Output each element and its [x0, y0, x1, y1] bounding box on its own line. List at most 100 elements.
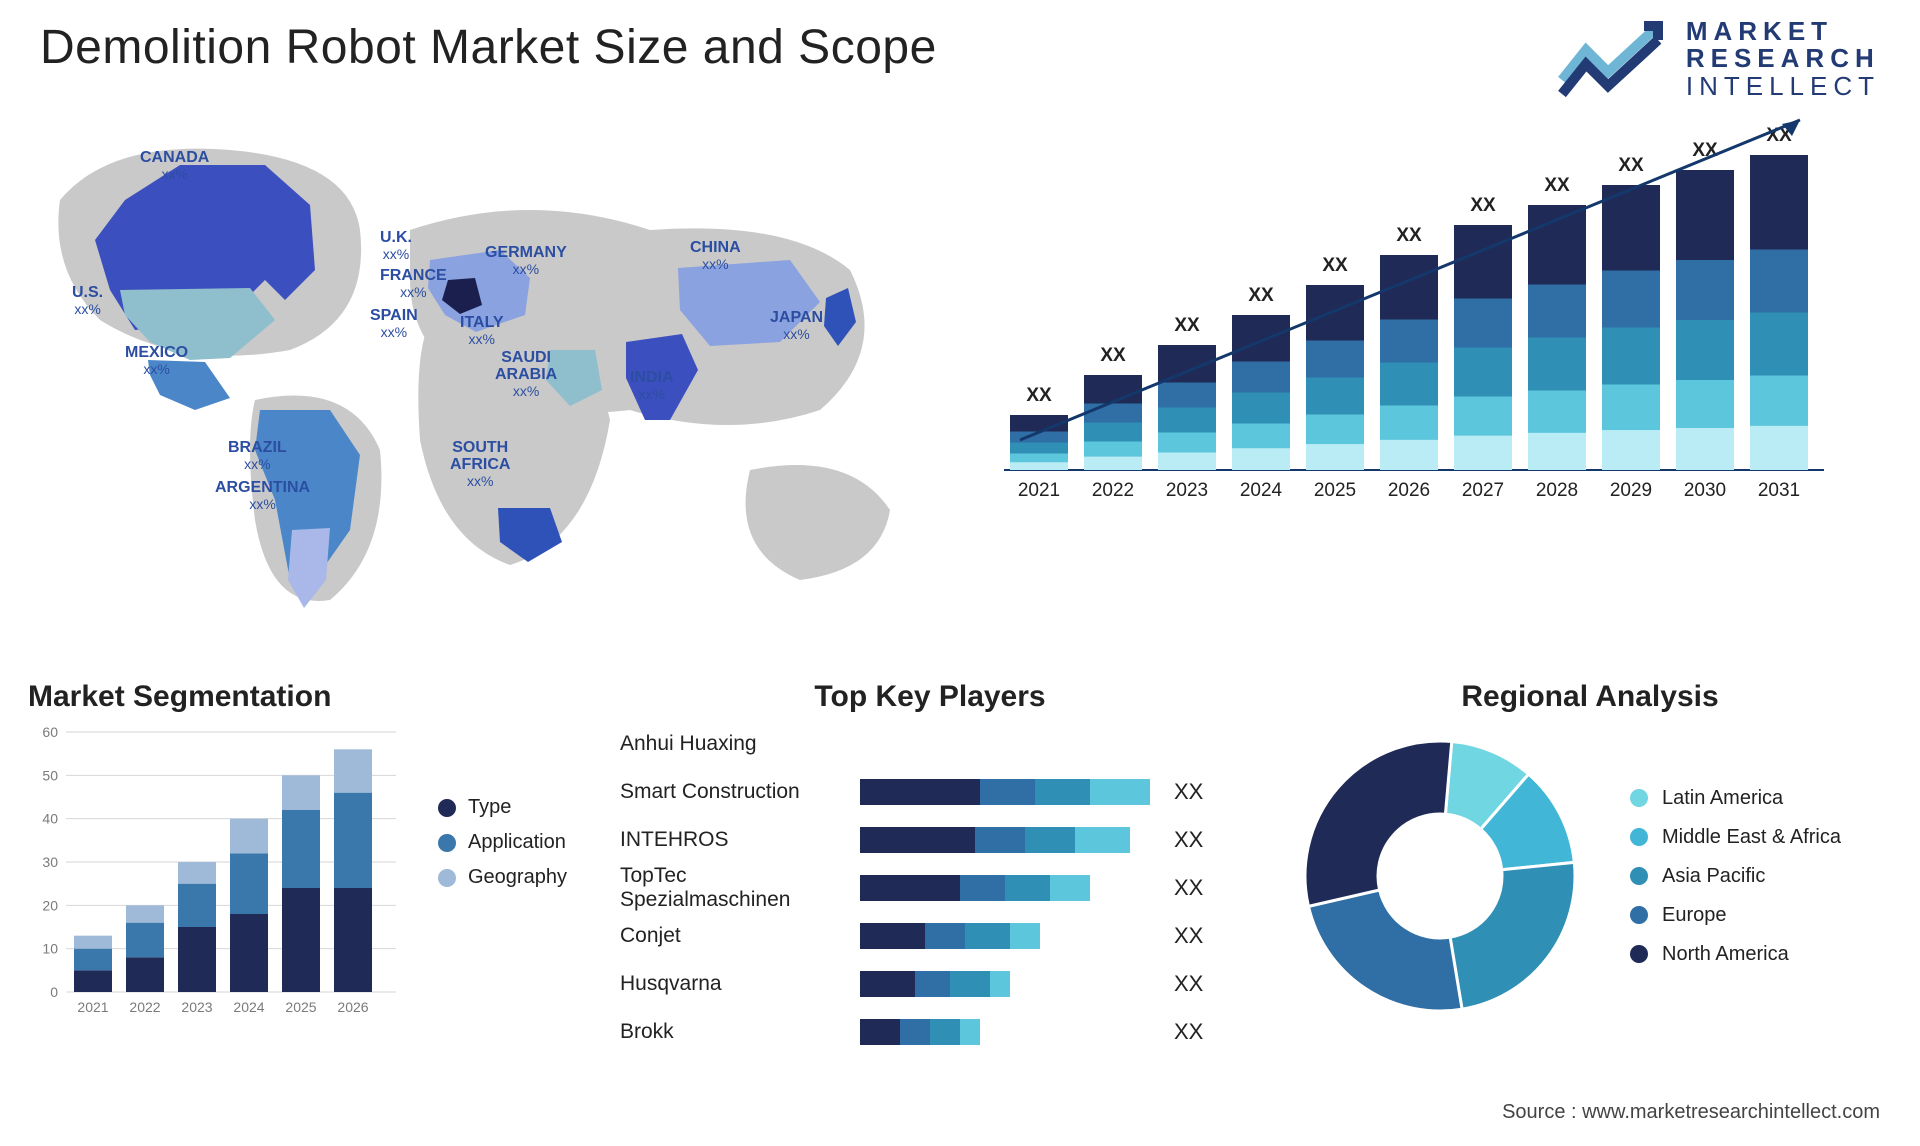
- svg-text:2022: 2022: [129, 999, 160, 1015]
- map-label-mexico: MEXICOxx%: [125, 345, 188, 376]
- player-value: XX: [1174, 923, 1203, 949]
- svg-text:XX: XX: [1026, 385, 1052, 406]
- player-bar: [860, 779, 1160, 805]
- svg-text:2027: 2027: [1462, 480, 1504, 501]
- donut-slice: [1305, 741, 1452, 906]
- svg-text:10: 10: [42, 941, 58, 957]
- donut-slice: [1450, 862, 1575, 1009]
- regional-donut: [1290, 726, 1590, 1026]
- logo-text: MARKET RESEARCH INTELLECT: [1686, 18, 1880, 100]
- svg-text:2023: 2023: [1166, 480, 1208, 501]
- player-bar: [860, 731, 1160, 757]
- map-label-uk: U.K.xx%: [380, 230, 412, 261]
- legend-dot-icon: [1630, 828, 1648, 846]
- map-label-us: U.S.xx%: [72, 285, 103, 316]
- svg-text:30: 30: [42, 854, 58, 870]
- map-label-india: INDIAxx%: [630, 370, 674, 401]
- player-row: INTEHROS XX: [620, 816, 1240, 864]
- svg-text:XX: XX: [1248, 285, 1274, 306]
- svg-text:2024: 2024: [1240, 480, 1283, 501]
- map-label-brazil: BRAZILxx%: [228, 440, 287, 471]
- logo-mark-icon: [1558, 20, 1668, 98]
- player-bar: [860, 1019, 1160, 1045]
- player-bar: [860, 923, 1160, 949]
- svg-text:XX: XX: [1470, 195, 1496, 216]
- map-label-argentina: ARGENTINAxx%: [215, 480, 310, 511]
- regional-legend-item: Middle East & Africa: [1630, 826, 1841, 849]
- svg-text:2031: 2031: [1758, 480, 1800, 501]
- svg-text:40: 40: [42, 811, 58, 827]
- player-value: XX: [1174, 779, 1203, 805]
- regional-legend-item: Europe: [1630, 904, 1841, 927]
- svg-text:XX: XX: [1544, 175, 1570, 196]
- regional-legend-item: North America: [1630, 943, 1841, 966]
- map-label-france: FRANCExx%: [380, 268, 447, 299]
- svg-text:2025: 2025: [1314, 480, 1356, 501]
- svg-text:2028: 2028: [1536, 480, 1578, 501]
- player-name: Smart Construction: [620, 780, 860, 804]
- player-value: XX: [1174, 875, 1203, 901]
- player-name: INTEHROS: [620, 828, 860, 852]
- map-label-germany: GERMANYxx%: [485, 245, 567, 276]
- svg-text:20: 20: [42, 897, 58, 913]
- player-row: Husqvarna XX: [620, 960, 1240, 1008]
- svg-text:2029: 2029: [1610, 480, 1652, 501]
- brand-logo: MARKET RESEARCH INTELLECT: [1558, 18, 1880, 100]
- svg-text:2025: 2025: [285, 999, 316, 1015]
- player-bar: [860, 827, 1160, 853]
- legend-dot-icon: [438, 799, 456, 817]
- svg-text:XX: XX: [1618, 155, 1644, 176]
- legend-dot-icon: [1630, 789, 1648, 807]
- legend-dot-icon: [1630, 945, 1648, 963]
- regional-title: Regional Analysis: [1290, 680, 1890, 714]
- page-title: Demolition Robot Market Size and Scope: [40, 20, 937, 75]
- player-value: XX: [1174, 971, 1203, 997]
- map-label-spain: SPAINxx%: [370, 308, 418, 339]
- svg-text:2023: 2023: [181, 999, 212, 1015]
- player-name: Husqvarna: [620, 972, 860, 996]
- map-label-southafrica: SOUTHAFRICAxx%: [450, 440, 510, 488]
- growth-chart: XX 2021 XX 2022 XX 2023 XX 2024 XX 2025 XX 2026 XX 20…: [980, 110, 1880, 630]
- legend-dot-icon: [1630, 906, 1648, 924]
- player-name: TopTec Spezialmaschinen: [620, 864, 860, 912]
- map-label-china: CHINAxx%: [690, 240, 741, 271]
- svg-text:XX: XX: [1174, 315, 1200, 336]
- svg-text:2026: 2026: [1388, 480, 1430, 501]
- legend-dot-icon: [438, 869, 456, 887]
- segmentation-legend-item: Type: [438, 796, 567, 819]
- regional-legend: Latin AmericaMiddle East & AfricaAsia Pa…: [1630, 771, 1841, 982]
- player-value: XX: [1174, 1019, 1203, 1045]
- svg-text:0: 0: [50, 984, 58, 1000]
- map-label-italy: ITALYxx%: [460, 315, 504, 346]
- svg-text:2021: 2021: [1018, 480, 1060, 501]
- svg-text:50: 50: [42, 767, 58, 783]
- regional-legend-item: Asia Pacific: [1630, 865, 1841, 888]
- player-bar: [860, 875, 1160, 901]
- players-section: Top Key Players Anhui HuaxingSmart Const…: [620, 680, 1240, 1056]
- player-value: XX: [1174, 827, 1203, 853]
- segmentation-legend-item: Application: [438, 831, 567, 854]
- segmentation-title: Market Segmentation: [28, 680, 588, 714]
- segmentation-legend-item: Geography: [438, 866, 567, 889]
- players-title: Top Key Players: [620, 680, 1240, 714]
- regional-section: Regional Analysis Latin AmericaMiddle Ea…: [1290, 680, 1890, 1026]
- svg-text:2021: 2021: [77, 999, 108, 1015]
- svg-text:XX: XX: [1322, 255, 1348, 276]
- world-map: CANADAxx%U.S.xx%MEXICOxx%BRAZILxx%ARGENT…: [30, 110, 950, 630]
- map-label-japan: JAPANxx%: [770, 310, 823, 341]
- svg-text:XX: XX: [1396, 225, 1422, 246]
- player-row: Conjet XX: [620, 912, 1240, 960]
- svg-text:2022: 2022: [1092, 480, 1134, 501]
- svg-text:XX: XX: [1100, 345, 1126, 366]
- donut-slice: [1308, 890, 1462, 1011]
- svg-text:2030: 2030: [1684, 480, 1726, 501]
- segmentation-section: Market Segmentation 0 10 20 30 40 50 60 2021 202…: [28, 680, 588, 1059]
- player-row: Anhui Huaxing: [620, 720, 1240, 768]
- legend-dot-icon: [438, 834, 456, 852]
- player-bar: [860, 971, 1160, 997]
- svg-text:60: 60: [42, 724, 58, 740]
- player-row: Brokk XX: [620, 1008, 1240, 1056]
- player-name: Brokk: [620, 1020, 860, 1044]
- player-row: Smart Construction XX: [620, 768, 1240, 816]
- player-name: Conjet: [620, 924, 860, 948]
